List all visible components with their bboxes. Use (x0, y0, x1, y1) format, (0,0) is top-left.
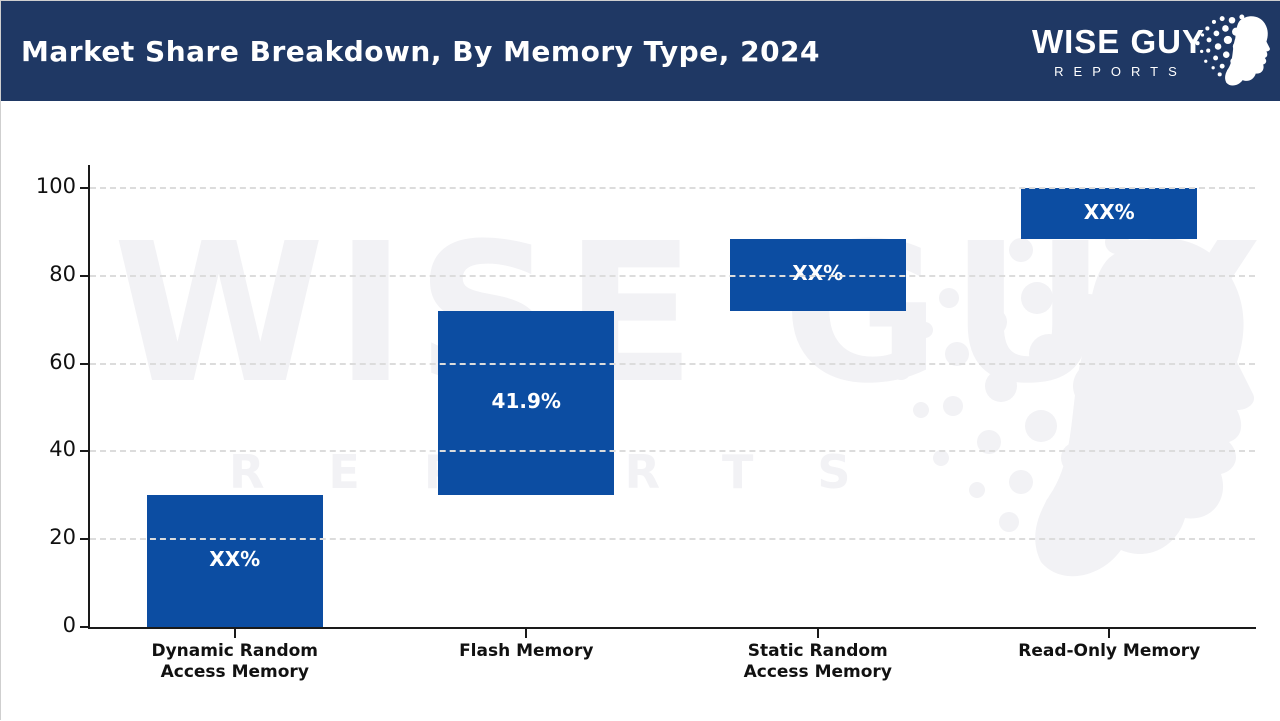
bar-value-label: XX% (1083, 199, 1135, 224)
y-tick-label: 60 (49, 349, 76, 374)
logo-subtitle: REPORTS (1054, 64, 1187, 79)
x-tick (1108, 629, 1111, 638)
gridline (90, 187, 1255, 189)
y-tick-label: 80 (49, 261, 76, 286)
y-tick-label: 20 (49, 525, 76, 550)
bar-value-label: 41.9% (491, 389, 561, 414)
bar (438, 311, 615, 496)
gridline (90, 274, 1255, 277)
gridline (90, 450, 1255, 453)
x-category-label: Static Random Access Memory (743, 641, 892, 682)
x-category-label: Dynamic Random Access Memory (151, 641, 319, 682)
y-tick (80, 626, 89, 628)
page-title: Market Share Breakdown, By Memory Type, … (21, 34, 821, 68)
bar (1021, 188, 1198, 240)
y-tick-label: 0 (62, 613, 76, 637)
chart-area: WISE GUY REPORTS 020406080100XX%Dynamic … (1, 101, 1280, 721)
gridline (90, 362, 1255, 365)
y-tick (80, 187, 89, 189)
y-tick (80, 362, 89, 365)
y-tick-label: 40 (49, 437, 76, 462)
x-category-label: Read-Only Memory (1018, 641, 1201, 661)
y-tick (80, 450, 89, 453)
bar (146, 495, 323, 627)
bar-value-label: XX% (209, 547, 261, 572)
bar-value-label: XX% (792, 261, 844, 286)
y-tick-label: 100 (35, 174, 76, 198)
header-band: Market Share Breakdown, By Memory Type, … (1, 1, 1280, 101)
logo-text: WISE GUY REPORTS (1032, 23, 1205, 79)
y-tick (80, 538, 89, 541)
x-axis-spine (88, 627, 1256, 629)
wise-guy-reports-logo: WISE GUY REPORTS (1013, 1, 1273, 101)
y-tick (80, 274, 89, 277)
gridline (90, 538, 1255, 541)
y-axis-spine (88, 165, 90, 629)
x-tick (233, 629, 236, 638)
x-category-label: Flash Memory (459, 641, 594, 661)
x-tick (816, 629, 819, 638)
x-tick (525, 629, 528, 638)
logo-wordmark: WISE GUY (1031, 23, 1205, 60)
watermark-face-icon (869, 213, 1269, 603)
